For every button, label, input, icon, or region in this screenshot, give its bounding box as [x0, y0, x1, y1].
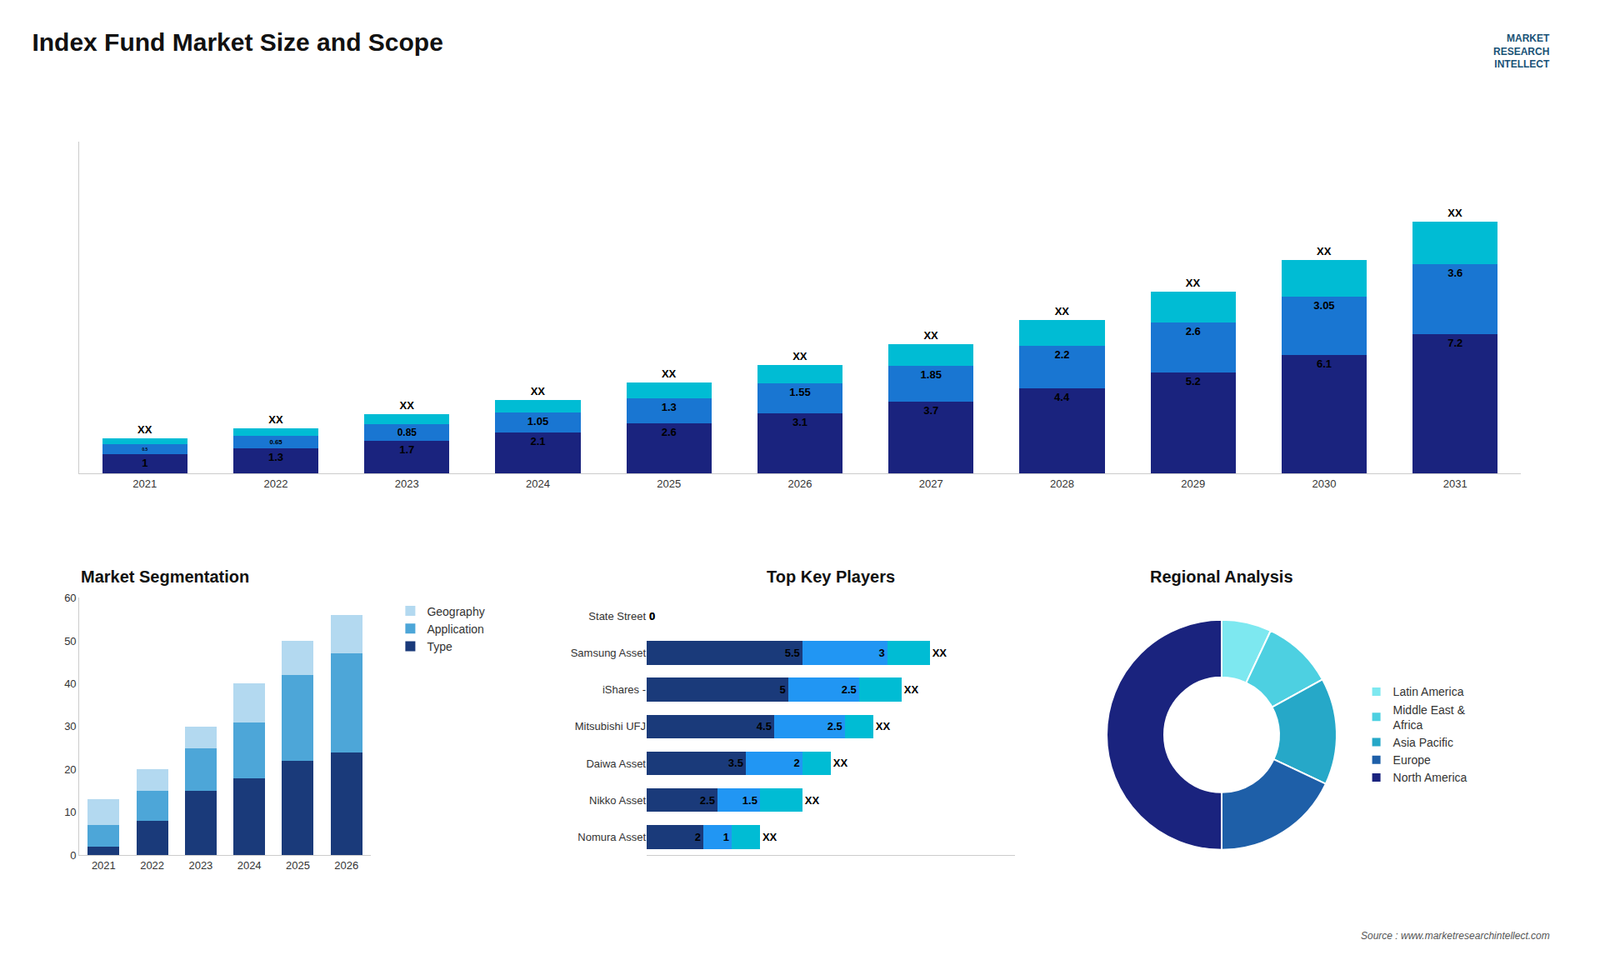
- svg-text:1.3: 1.3: [268, 450, 284, 464]
- svg-text:2021: 2021: [132, 477, 157, 490]
- svg-text:1.7: 1.7: [399, 443, 415, 456]
- svg-text:10: 10: [64, 805, 76, 819]
- svg-text:2024: 2024: [525, 477, 550, 490]
- svg-text:Middle East &Africa: Middle East &Africa: [1393, 703, 1466, 732]
- svg-text:XX: XX: [661, 367, 677, 380]
- svg-text:3.05: 3.05: [1313, 299, 1335, 312]
- svg-text:Type: Type: [426, 640, 453, 654]
- svg-text:2030: 2030: [1311, 477, 1336, 490]
- svg-text:2.1: 2.1: [530, 435, 545, 448]
- svg-text:0.5: 0.5: [141, 447, 148, 452]
- svg-text:iShares -: iShares -: [602, 683, 646, 696]
- svg-text:Asia Pacific: Asia Pacific: [1393, 735, 1454, 750]
- svg-text:Regional Analysis: Regional Analysis: [1150, 567, 1294, 586]
- svg-text:XX: XX: [932, 646, 948, 660]
- svg-text:1: 1: [723, 830, 730, 844]
- svg-text:2.6: 2.6: [661, 425, 677, 439]
- svg-text:7.2: 7.2: [1447, 336, 1463, 350]
- svg-text:2024: 2024: [237, 859, 262, 872]
- svg-text:0.65: 0.65: [269, 438, 283, 446]
- svg-text:Samsung Asset: Samsung Asset: [570, 646, 647, 660]
- svg-text:0.85: 0.85: [397, 426, 418, 439]
- svg-text:XX: XX: [1185, 276, 1201, 290]
- svg-text:Index Fund Market Size and Sco: Index Fund Market Size and Scope: [31, 28, 443, 56]
- svg-text:Geography: Geography: [426, 605, 485, 619]
- svg-text:2.6: 2.6: [1185, 325, 1201, 338]
- svg-text:5: 5: [780, 683, 786, 696]
- svg-text:4.5: 4.5: [756, 720, 772, 733]
- svg-text:XX: XX: [530, 385, 546, 398]
- svg-text:0: 0: [70, 849, 76, 862]
- svg-text:Latin America: Latin America: [1393, 685, 1465, 699]
- svg-text:XX: XX: [1316, 245, 1332, 258]
- svg-text:1: 1: [141, 456, 148, 470]
- svg-text:2026: 2026: [334, 859, 359, 872]
- svg-text:2.5: 2.5: [827, 720, 843, 733]
- svg-text:XX: XX: [399, 399, 415, 412]
- svg-text:2022: 2022: [140, 859, 165, 872]
- svg-text:1.55: 1.55: [789, 385, 810, 399]
- svg-text:Source : www.marketresearchint: Source : www.marketresearchintellect.com: [1360, 930, 1550, 942]
- svg-text:2023: 2023: [395, 477, 420, 490]
- svg-text:5.5: 5.5: [785, 646, 800, 660]
- svg-text:Nomura Asset: Nomura Asset: [577, 830, 646, 844]
- svg-text:Europe: Europe: [1393, 753, 1431, 767]
- svg-text:Application: Application: [426, 622, 485, 636]
- svg-text:Top Key Players: Top Key Players: [766, 567, 895, 586]
- svg-text:2031: 2031: [1443, 477, 1468, 490]
- svg-text:3.5: 3.5: [728, 756, 744, 770]
- svg-text:30: 30: [64, 720, 76, 733]
- svg-text:60: 60: [64, 591, 76, 605]
- svg-text:1.3: 1.3: [661, 400, 677, 414]
- svg-text:3.1: 3.1: [792, 415, 808, 429]
- svg-text:2: 2: [794, 756, 800, 770]
- svg-text:XX: XX: [268, 413, 284, 426]
- svg-text:XX: XX: [1055, 305, 1070, 318]
- svg-text:2.5: 2.5: [700, 794, 715, 807]
- svg-text:2: 2: [695, 830, 701, 844]
- svg-text:2028: 2028: [1050, 477, 1075, 490]
- svg-text:40: 40: [64, 677, 76, 690]
- svg-text:Nikko Asset: Nikko Asset: [589, 794, 646, 807]
- svg-text:XX: XX: [833, 756, 849, 770]
- svg-text:0: 0: [649, 610, 655, 623]
- svg-text:2027: 2027: [919, 477, 944, 490]
- svg-text:XX: XX: [137, 423, 153, 436]
- svg-text:2025: 2025: [285, 859, 310, 872]
- svg-text:6.1: 6.1: [1316, 357, 1332, 370]
- svg-text:3: 3: [879, 646, 885, 660]
- svg-text:2029: 2029: [1180, 477, 1205, 490]
- svg-text:XX: XX: [792, 350, 808, 363]
- svg-text:MARKETRESEARCHINTELLECT: MARKETRESEARCHINTELLECT: [1493, 32, 1550, 70]
- svg-text:2025: 2025: [656, 477, 681, 490]
- svg-text:20: 20: [64, 763, 76, 776]
- svg-text:3.6: 3.6: [1447, 266, 1463, 280]
- svg-text:State Street: State Street: [588, 610, 646, 623]
- svg-text:4.4: 4.4: [1054, 390, 1070, 404]
- svg-text:XX: XX: [923, 329, 939, 342]
- svg-text:2026: 2026: [788, 477, 813, 490]
- svg-text:2021: 2021: [91, 859, 116, 872]
- svg-text:5.2: 5.2: [1185, 375, 1201, 388]
- svg-text:XX: XX: [904, 683, 920, 696]
- svg-text:Mitsubishi UFJ: Mitsubishi UFJ: [575, 720, 646, 733]
- svg-text:2.2: 2.2: [1054, 348, 1070, 361]
- svg-text:2.5: 2.5: [841, 683, 857, 696]
- svg-text:Daiwa Asset: Daiwa Asset: [585, 757, 646, 770]
- svg-text:XX: XX: [805, 794, 820, 807]
- svg-text:XX: XX: [762, 830, 778, 844]
- svg-text:1.85: 1.85: [920, 368, 942, 381]
- svg-text:North America: North America: [1393, 770, 1468, 785]
- svg-text:0: 0: [649, 610, 655, 623]
- svg-text:2022: 2022: [264, 477, 289, 490]
- svg-text:XX: XX: [875, 720, 891, 733]
- svg-text:XX: XX: [1447, 206, 1463, 220]
- svg-text:2023: 2023: [188, 859, 213, 872]
- svg-text:3.7: 3.7: [923, 404, 939, 417]
- svg-text:1.5: 1.5: [742, 794, 758, 807]
- svg-text:Market Segmentation: Market Segmentation: [80, 567, 250, 586]
- svg-text:1.05: 1.05: [527, 415, 549, 428]
- svg-text:50: 50: [64, 634, 76, 647]
